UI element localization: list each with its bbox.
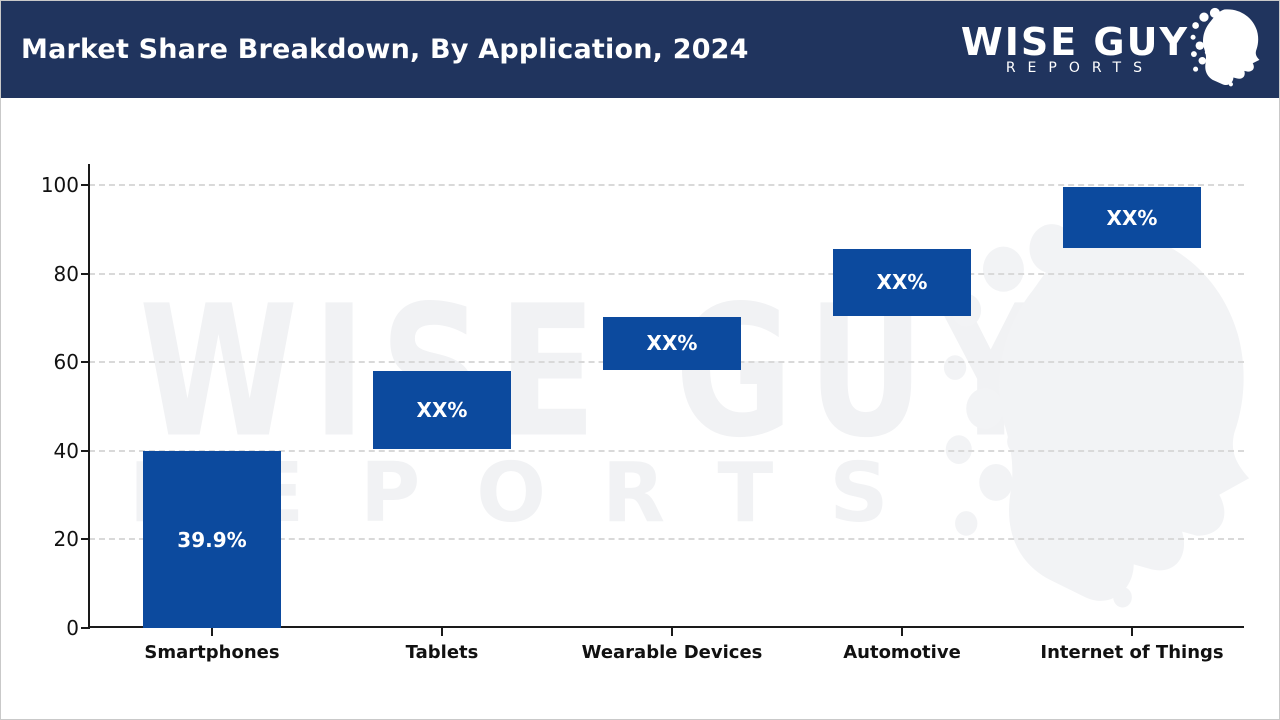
y-tick-label: 60 xyxy=(53,350,79,375)
bar: XX% xyxy=(373,370,511,450)
bar-value-label: 39.9% xyxy=(177,527,247,552)
bar: XX% xyxy=(1063,186,1201,249)
gridline xyxy=(89,449,1244,452)
y-tick-label: 100 xyxy=(40,173,79,197)
y-tick-mark xyxy=(81,184,89,186)
y-axis-line xyxy=(88,164,90,629)
gridline xyxy=(89,538,1244,541)
bar: 39.9% xyxy=(143,451,281,628)
y-tick-mark xyxy=(81,449,89,452)
bar-value-label: XX% xyxy=(1106,205,1158,230)
x-category-label: Tablets xyxy=(405,642,479,663)
chart-area: WISE GUY REPORTS 0 20 40 60 80 100 39.9% Smartp… xyxy=(1,98,1279,719)
chart-title: Market Share Breakdown, By Application, … xyxy=(21,34,749,65)
x-tick-mark xyxy=(1131,628,1133,636)
x-tick-mark xyxy=(211,628,213,636)
gridline xyxy=(89,272,1244,275)
bar-value-label: XX% xyxy=(876,270,928,295)
x-tick-mark xyxy=(671,628,673,636)
y-tick-mark xyxy=(81,272,89,275)
y-tick-mark xyxy=(81,538,89,541)
wise-guy-logo: WISE GUY REPORTS xyxy=(961,7,1267,91)
bar: XX% xyxy=(603,316,741,370)
bar: XX% xyxy=(833,248,971,316)
y-tick-mark xyxy=(81,361,89,364)
header-bar: Market Share Breakdown, By Application, … xyxy=(1,1,1279,98)
bar-value-label: XX% xyxy=(416,397,468,422)
x-tick-mark xyxy=(901,628,903,636)
logo-subtitle: REPORTS xyxy=(1005,60,1154,77)
y-tick-label: 20 xyxy=(53,527,79,552)
y-tick-label: 0 xyxy=(66,616,79,640)
bar-value-label: XX% xyxy=(646,331,698,356)
x-axis-line xyxy=(88,626,1244,628)
x-category-label: Internet of Things xyxy=(1040,642,1224,663)
watermark-head-icon xyxy=(929,220,1264,630)
logo-head-icon xyxy=(1183,7,1267,91)
x-category-label: Smartphones xyxy=(144,642,280,663)
gridline xyxy=(89,184,1244,186)
logo-text: WISE GUY REPORTS xyxy=(960,19,1189,77)
x-category-label: Automotive xyxy=(843,642,961,663)
x-category-label: Wearable Devices xyxy=(581,642,763,663)
y-tick-label: 80 xyxy=(53,261,79,286)
x-tick-mark xyxy=(441,628,443,636)
logo-wordmark: WISE GUY xyxy=(960,19,1189,64)
y-tick-label: 40 xyxy=(53,438,79,463)
y-tick-mark xyxy=(81,627,89,629)
